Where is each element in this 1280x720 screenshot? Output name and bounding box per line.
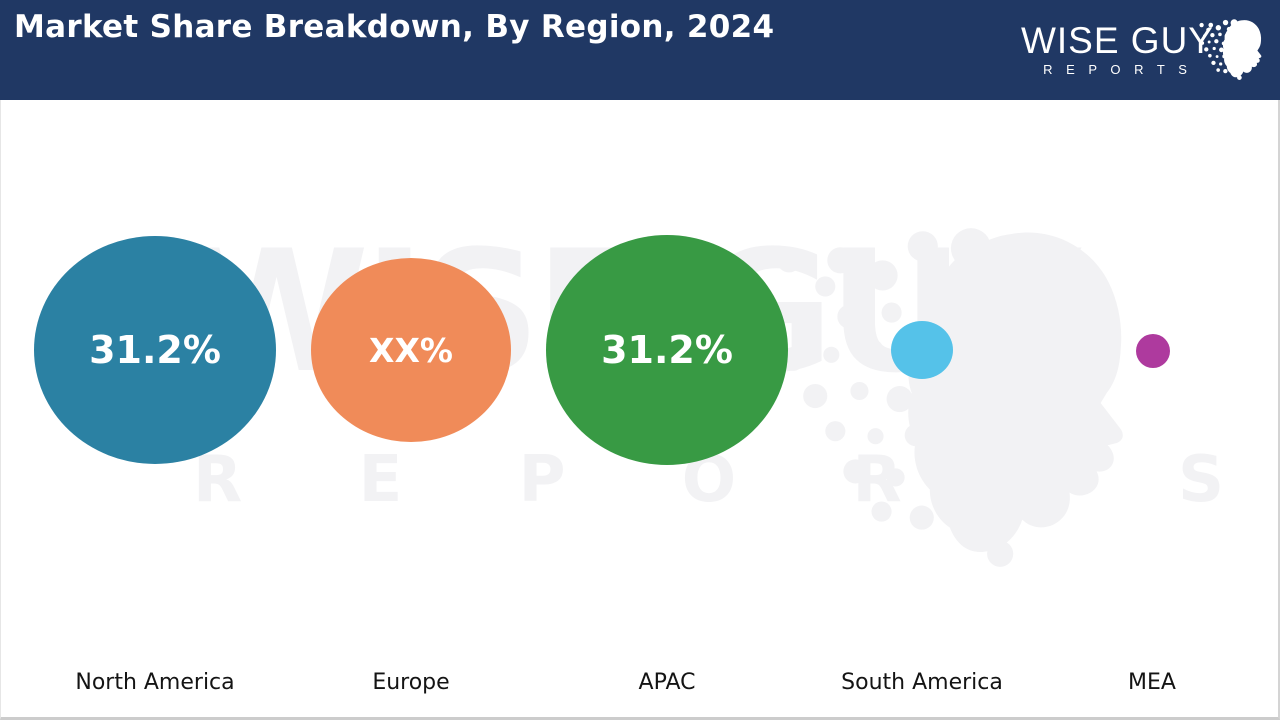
chart-area: WISE GUY R E P O R T S 31.2% XX% 31.2% N… — [0, 100, 1280, 720]
bubble-europe-value: XX% — [369, 330, 453, 370]
region-label-north-america: North America — [75, 670, 235, 695]
region-label-south-america: South America — [841, 670, 1003, 695]
bubble-apac: 31.2% — [546, 235, 788, 465]
logo-wordmark-line1: WISE GUY — [1020, 20, 1214, 61]
bubble-europe: XX% — [311, 258, 511, 442]
header-bar: Market Share Breakdown, By Region, 2024 … — [0, 0, 1280, 100]
region-label-apac: APAC — [638, 670, 696, 695]
bubble-north-america-value: 31.2% — [89, 328, 221, 372]
bubble-south-america — [891, 321, 953, 379]
page-title: Market Share Breakdown, By Region, 2024 — [14, 9, 775, 45]
bubble-apac-value: 31.2% — [601, 328, 733, 372]
region-label-mea: MEA — [1128, 670, 1176, 695]
logo-wordmark-line2: R E P O R T S — [1043, 62, 1192, 77]
region-label-europe: Europe — [372, 670, 450, 695]
bubble-north-america: 31.2% — [34, 236, 276, 464]
bubble-mea — [1136, 334, 1170, 368]
logo-wordmark: WISE GUY R E P O R T S — [1021, 22, 1214, 77]
brand-logo: WISE GUY R E P O R T S — [1021, 4, 1270, 92]
watermark-head-icon — [777, 228, 1123, 567]
logo-head-icon — [1199, 19, 1262, 80]
